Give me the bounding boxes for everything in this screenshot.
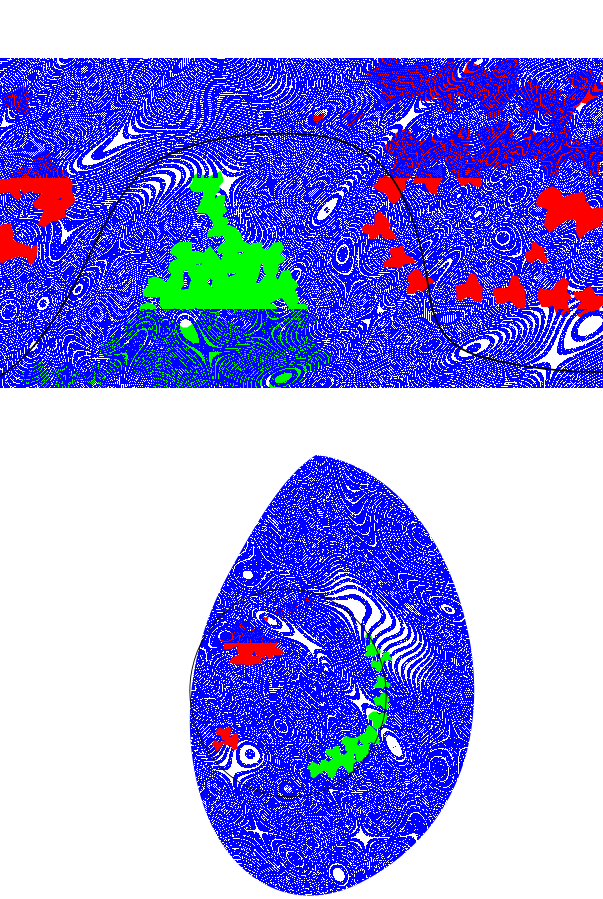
upper-projection-panel [0,58,603,388]
upper-panel-canvas [0,58,603,388]
lower-projection-panel [120,443,483,899]
lower-panel-canvas [120,443,483,899]
